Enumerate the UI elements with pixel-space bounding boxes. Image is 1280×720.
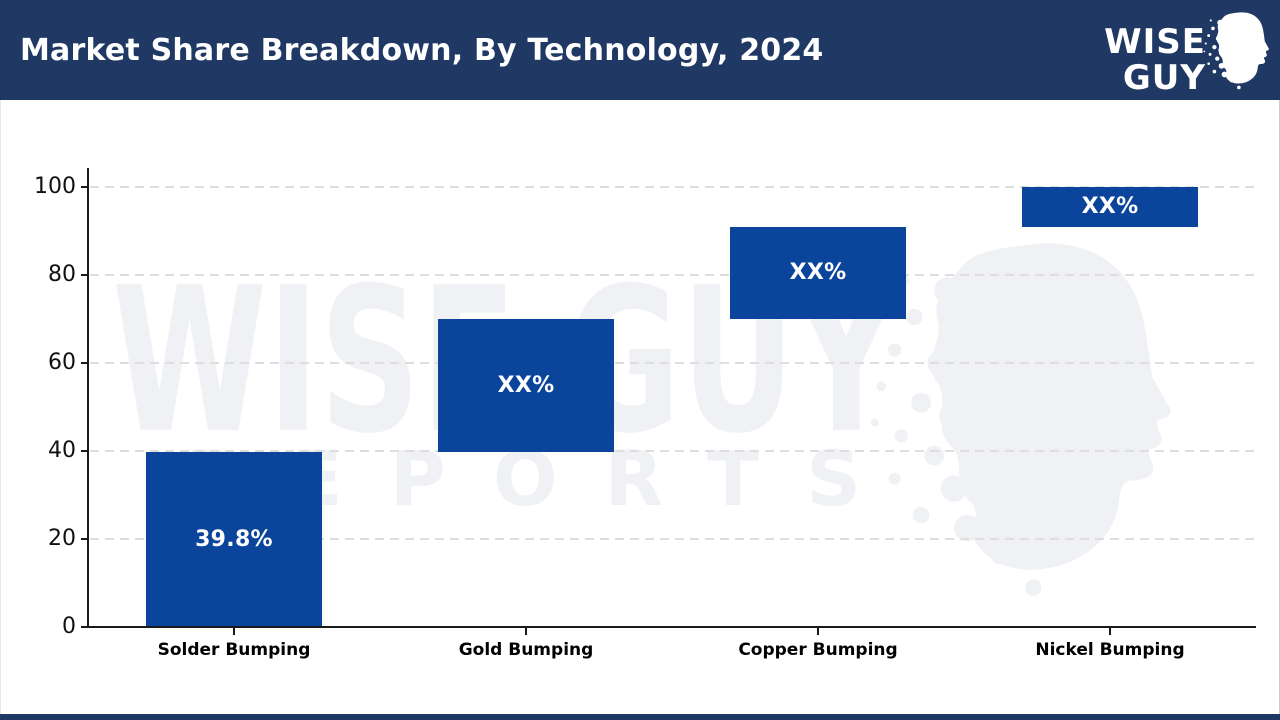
- y-tick-mark: [81, 362, 88, 364]
- y-tick-label: 40: [48, 438, 76, 463]
- page-title: Market Share Breakdown, By Technology, 2…: [20, 32, 824, 68]
- header: Market Share Breakdown, By Technology, 2…: [0, 0, 1280, 115]
- gridline-y40: [90, 450, 1255, 452]
- y-axis-line: [87, 168, 89, 628]
- logo-text: WISE GUY REPORTS: [1024, 24, 1206, 116]
- y-tick-label: 100: [34, 174, 76, 199]
- gridline-y100: [90, 186, 1255, 188]
- bar-value-label: XX%: [789, 260, 847, 286]
- bar-value-label: XX%: [1081, 194, 1139, 220]
- bar-copper-bumping: XX%: [730, 226, 906, 319]
- x-axis-line: [87, 626, 1256, 628]
- category-label-nickel-bumping: Nickel Bumping: [1035, 640, 1185, 660]
- bottom-accent-bar: [0, 714, 1280, 720]
- y-tick-mark: [81, 450, 88, 452]
- brand-logo: WISE GUY REPORTS: [1024, 0, 1274, 115]
- x-tick-mark: [233, 628, 235, 635]
- y-tick-mark: [81, 626, 88, 628]
- bar-solder-bumping: 39.8%: [146, 451, 322, 627]
- logo-wordmark: WISE GUY: [1104, 22, 1206, 98]
- category-label-gold-bumping: Gold Bumping: [458, 640, 594, 660]
- y-tick-label: 0: [62, 614, 76, 639]
- category-label-copper-bumping: Copper Bumping: [738, 640, 898, 660]
- x-tick-mark: [525, 628, 527, 635]
- y-tick-mark: [81, 274, 88, 276]
- bar-value-label: XX%: [497, 372, 555, 398]
- gridline-y80: [90, 274, 1255, 276]
- bar-value-label: 39.8%: [195, 526, 273, 552]
- x-tick-mark: [817, 628, 819, 635]
- bar-gold-bumping: XX%: [438, 319, 614, 452]
- left-edge-line: [0, 100, 1, 714]
- gridline-y60: [90, 362, 1255, 364]
- y-tick-label: 20: [48, 526, 76, 551]
- gridline-y20: [90, 538, 1255, 540]
- y-tick-mark: [81, 538, 88, 540]
- y-tick-label: 60: [48, 350, 76, 375]
- y-tick-mark: [81, 186, 88, 188]
- logo-subtext: REPORTS: [1090, 99, 1214, 115]
- x-tick-mark: [1109, 628, 1111, 635]
- bar-nickel-bumping: XX%: [1022, 187, 1198, 227]
- logo-head-profile-icon: [1203, 12, 1269, 90]
- y-tick-label: 80: [48, 262, 76, 287]
- category-label-solder-bumping: Solder Bumping: [157, 640, 311, 660]
